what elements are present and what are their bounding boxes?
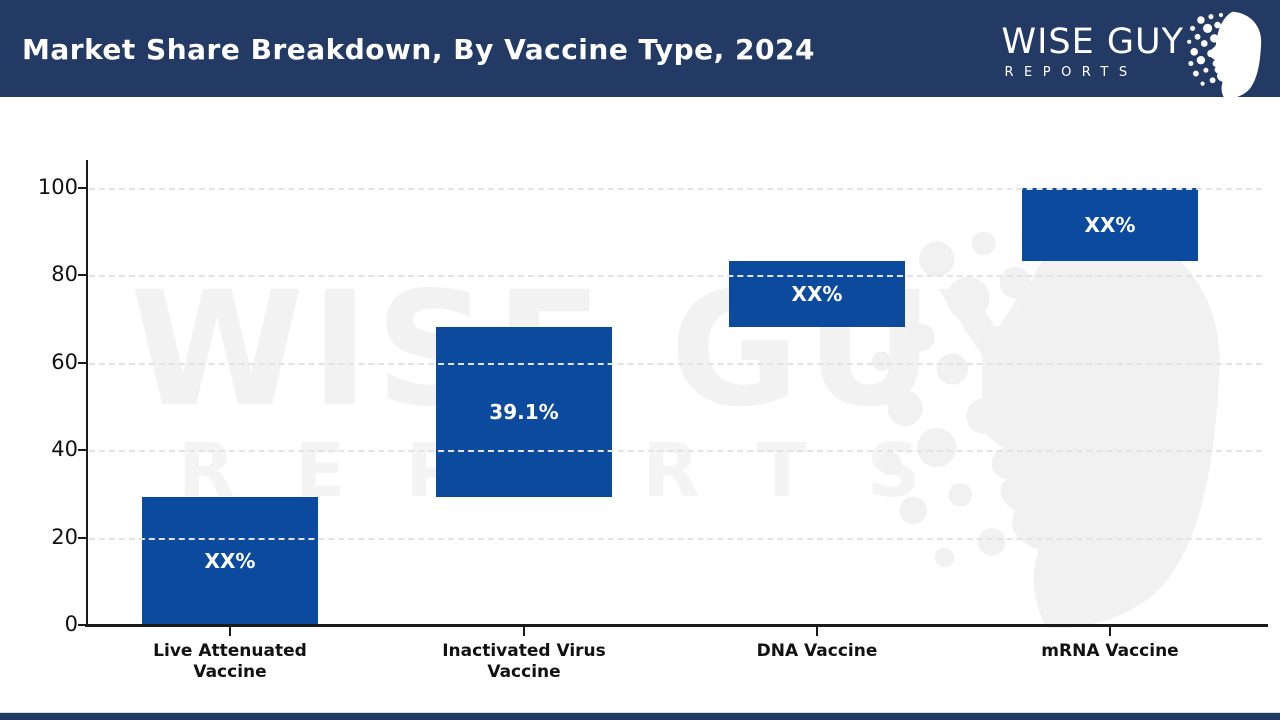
- y-axis-tick-label: 20: [51, 524, 78, 549]
- y-axis-tick-mark: [78, 361, 87, 364]
- y-gridline: [89, 362, 1262, 365]
- x-axis-category-label: Inactivated Virus Vaccine: [442, 641, 606, 682]
- bar-value-label: 39.1%: [489, 399, 559, 424]
- y-gridline: [89, 275, 1262, 278]
- waterfall-bar: [142, 497, 318, 625]
- x-axis-category-label: Live Attenuated Vaccine: [153, 641, 307, 682]
- y-axis-tick-mark: [78, 274, 87, 277]
- x-axis-line: [85, 624, 1268, 627]
- y-axis-tick-mark: [78, 624, 87, 626]
- footer-band: [0, 712, 1280, 720]
- header-band: Market Share Breakdown, By Vaccine Type,…: [0, 0, 1280, 99]
- bar-value-label: XX%: [204, 549, 256, 574]
- waterfall-bar: [1022, 188, 1198, 262]
- y-axis-tick-mark: [78, 449, 87, 452]
- x-axis-category-label: mRNA Vaccine: [1041, 641, 1179, 661]
- bar-value-label: XX%: [1084, 212, 1136, 237]
- wise-guy-logo: WISE GUY REPORTS: [1001, 8, 1272, 99]
- y-axis-tick-label: 40: [51, 437, 78, 462]
- bar-value-label: XX%: [791, 281, 843, 306]
- x-axis-tick-mark: [1109, 627, 1111, 636]
- logo-text: WISE GUY REPORTS: [1001, 22, 1184, 80]
- y-axis-line: [86, 160, 88, 625]
- y-axis-tick-label: 0: [64, 612, 78, 636]
- y-axis-tick-mark: [78, 187, 87, 189]
- waterfall-bar: [729, 261, 905, 327]
- logo-wordmark: WISE GUY: [1001, 22, 1184, 62]
- y-gridline: [89, 450, 1262, 453]
- x-axis-category-label: DNA Vaccine: [756, 641, 878, 661]
- y-axis-tick-mark: [78, 536, 87, 539]
- y-gridline: [89, 188, 1262, 190]
- waterfall-chart: 0 20 40 60 80 100 XX% Live Attenuated Vaccine 39…: [0, 97, 1280, 713]
- y-gridline: [89, 537, 1262, 540]
- waterfall-bar: [436, 326, 612, 498]
- y-axis-tick-label: 80: [51, 262, 78, 287]
- x-axis-tick-mark: [229, 627, 231, 636]
- y-axis-tick-label: 100: [37, 175, 78, 199]
- x-axis-tick-mark: [816, 627, 818, 636]
- dotted-head-icon: [1187, 11, 1262, 99]
- logo-subtitle: REPORTS: [1004, 65, 1138, 80]
- page-title: Market Share Breakdown, By Vaccine Type,…: [22, 33, 815, 66]
- x-axis-tick-mark: [523, 627, 525, 636]
- watermark-dotted-head: [871, 219, 1220, 629]
- y-axis-tick-label: 60: [51, 349, 78, 374]
